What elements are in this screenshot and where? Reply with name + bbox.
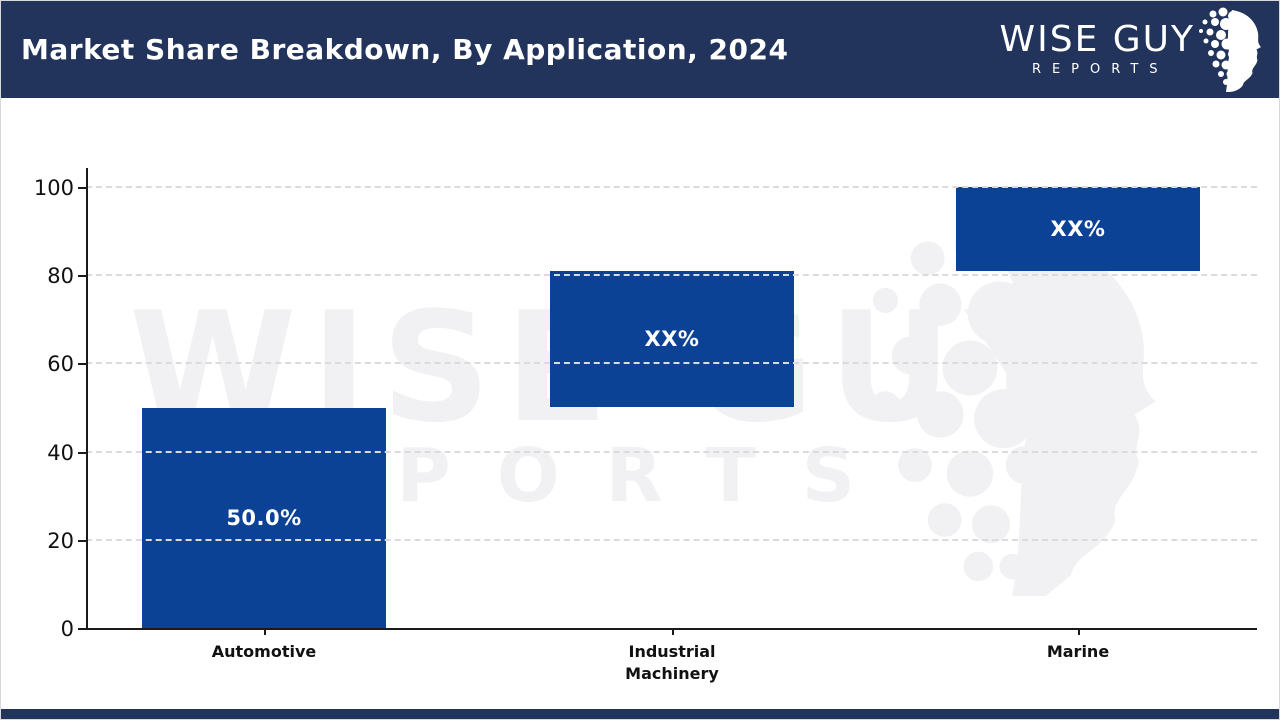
bar-value-label: 50.0% [226, 505, 302, 530]
logo-head-icon [1199, 7, 1261, 92]
footer-bar [1, 709, 1279, 719]
gridline-20 [86, 538, 1257, 541]
gridline-100 [86, 186, 1257, 188]
x-axis-label-1: Industrial Machinery [625, 642, 719, 683]
x-axis-label-2: Marine [1046, 642, 1110, 661]
bar-marine: XX% [956, 187, 1200, 271]
bar-value-label: XX% [644, 327, 700, 352]
y-tick-label-40: 40 [47, 440, 74, 465]
y-axis-line [86, 168, 88, 630]
y-tick-label-100: 100 [33, 176, 74, 200]
wise-guy-logo: WISE GUY REPORTS [1000, 7, 1266, 93]
y-tick-60 [78, 363, 86, 366]
y-tick-20 [78, 539, 86, 542]
x-axis-line [86, 628, 1257, 630]
gridline-80 [86, 274, 1257, 277]
y-tick-0 [78, 628, 86, 630]
y-tick-100 [78, 187, 86, 189]
page-title: Market Share Breakdown, By Application, … [21, 33, 789, 66]
chart-area: 0 20 40 60 80 100 50.0% Automotive XX% Industrial… [1, 98, 1279, 709]
gridline-40 [86, 450, 1257, 453]
y-tick-label-0: 0 [60, 617, 74, 641]
gridline-60 [86, 362, 1257, 365]
y-tick-80 [78, 275, 86, 278]
logo-subtitle: REPORTS [1031, 62, 1169, 77]
y-tick-label-80: 80 [47, 264, 74, 289]
x-tick-1 [672, 630, 674, 635]
bar-industrial-machinery: XX% [550, 270, 794, 408]
bar-value-label: XX% [1050, 216, 1106, 241]
y-tick-40 [78, 451, 86, 454]
header: Market Share Breakdown, By Application, … [1, 1, 1279, 98]
x-tick-2 [1078, 630, 1080, 635]
y-tick-label-60: 60 [47, 352, 74, 377]
bar-automotive: 50.0% [142, 407, 386, 628]
x-tick-0 [264, 630, 266, 635]
logo-wordmark: WISE GUY [999, 19, 1195, 60]
y-tick-label-20: 20 [47, 528, 74, 553]
x-axis-label-0: Automotive [211, 642, 317, 661]
